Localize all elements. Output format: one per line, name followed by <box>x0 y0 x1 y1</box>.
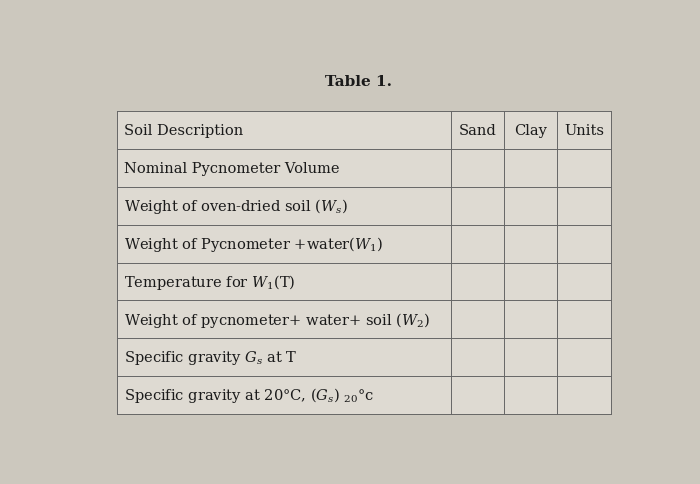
Text: Soil Description: Soil Description <box>124 124 243 138</box>
Text: Temperature for $W_1$(T): Temperature for $W_1$(T) <box>124 272 295 291</box>
Text: Weight of Pycnometer +water($W_1$): Weight of Pycnometer +water($W_1$) <box>124 235 383 254</box>
Text: Table 1.: Table 1. <box>326 75 392 89</box>
Text: Clay: Clay <box>514 124 547 138</box>
Text: Sand: Sand <box>458 124 496 138</box>
Text: Specific gravity $G_s$ at T: Specific gravity $G_s$ at T <box>124 348 298 366</box>
Text: Specific gravity at 20°C, $(G_s)$ $_{20}$°c: Specific gravity at 20°C, $(G_s)$ $_{20}… <box>124 386 374 405</box>
Text: Nominal Pycnometer Volume: Nominal Pycnometer Volume <box>124 162 340 176</box>
Text: Weight of oven-dried soil ($W_s$): Weight of oven-dried soil ($W_s$) <box>124 197 347 216</box>
Text: Weight of pycnometer+ water+ soil ($W_2$): Weight of pycnometer+ water+ soil ($W_2$… <box>124 310 430 329</box>
Text: Units: Units <box>564 124 604 138</box>
